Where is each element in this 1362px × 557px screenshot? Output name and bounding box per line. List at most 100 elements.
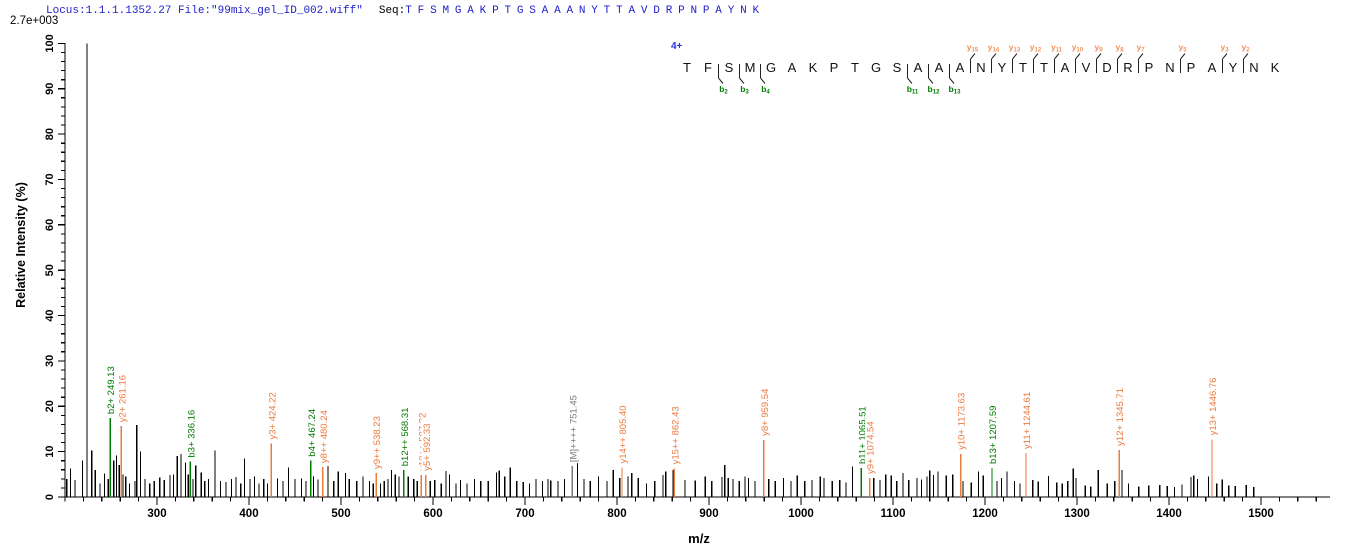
- peak-label-group: y10+ 1173.63: [956, 386, 968, 451]
- x-tick-label: 300: [147, 508, 166, 520]
- y-cleavage-diagonal: [1012, 53, 1018, 60]
- peak-label: y9++ 538.23: [372, 416, 383, 469]
- residue-letter: T: [1019, 60, 1027, 75]
- y-cleavage-diagonal: [1117, 53, 1123, 60]
- residue-letter: A: [935, 60, 944, 75]
- peak-label: y9+ 1074.54: [866, 421, 877, 474]
- seq-label: Seq:: [378, 5, 406, 17]
- residue-letter: S: [725, 60, 734, 75]
- x-tick-label: 400: [239, 508, 258, 520]
- y-tick-label: 0: [44, 494, 56, 500]
- peak-label: y10+ 1173.63: [957, 393, 968, 450]
- x-axis-title: m/z: [688, 531, 710, 546]
- residue-letter: T: [851, 60, 859, 75]
- unlabeled-peaks: [66, 43, 1255, 497]
- residue-letter: T: [683, 60, 691, 75]
- residue-letter: A: [956, 60, 965, 75]
- x-tick-label: 900: [699, 508, 718, 520]
- residue-letter: Y: [1229, 60, 1238, 75]
- peak-label: y3+ 424.22: [267, 392, 278, 439]
- b-ion-label: b3: [740, 84, 749, 96]
- peak-label: y14++ 805.40: [618, 405, 629, 463]
- residue-letter: D: [1102, 60, 1111, 75]
- header-line: Locus:1.1.1.1352.27 File:"99mix_gel_ID_0…: [46, 5, 765, 17]
- peak-label-backing: [116, 368, 128, 424]
- b-cleavage-diagonal: [907, 77, 913, 84]
- x-tick-label: 1300: [1064, 508, 1090, 520]
- residue-letter: F: [704, 60, 712, 75]
- peak-label-backing: [987, 400, 998, 465]
- peak-label: b3+ 336.16: [186, 410, 197, 458]
- y-axis-ticks: [58, 42, 65, 498]
- y-ion-label: y9: [1094, 42, 1103, 54]
- y-axis-tick-labels: 0 10 20 30 40 50 60 70 80 90 100: [44, 34, 56, 500]
- residue-letter: A: [1208, 60, 1217, 75]
- y-cleavage-diagonal: [1180, 53, 1186, 60]
- b-ion-label: b13: [949, 84, 962, 96]
- peak-label-group: y15++ 862.43: [669, 400, 681, 466]
- peak-label: y8+ 959.54: [760, 389, 771, 436]
- peak-label: y5+ 592.33: [422, 423, 433, 470]
- y-cleavage-diagonal: [991, 53, 997, 60]
- peak-label: y8++ 480.24: [319, 410, 330, 463]
- y-ion-label: y13: [1009, 42, 1021, 54]
- residue-letter: K: [809, 60, 818, 75]
- peak-label-group: b3+ 336.16: [185, 404, 197, 459]
- y-cleavage-diagonal: [1054, 53, 1060, 60]
- b-cleavage-diagonal: [718, 77, 724, 84]
- peak-label: b12++ 568.31: [400, 408, 411, 467]
- residue-letter: P: [1187, 60, 1196, 75]
- y-cleavage-diagonal: [1222, 53, 1228, 60]
- peak-label: y13+ 1446.76: [1208, 378, 1219, 436]
- peak-label-backing: [105, 360, 117, 416]
- locus-file-text: Locus:1.1.1.1352.27 File:"99mix_gel_ID_0…: [46, 5, 363, 17]
- peak-label: b13+ 1207.59: [988, 406, 999, 464]
- residue-letter: V: [1082, 60, 1091, 75]
- residue-letter: P: [1145, 60, 1154, 75]
- y-ion-label: y8: [1115, 42, 1124, 54]
- y-tick-label: 80: [44, 128, 56, 140]
- residue-letter: A: [1061, 60, 1070, 75]
- peak-label: b11+ 1065.51: [857, 406, 868, 464]
- x-tick-label: 1500: [1248, 508, 1274, 520]
- full-scale-intensity-label: 2.7e+003: [10, 15, 59, 27]
- peak-label: y12+ 1345.71: [1115, 388, 1126, 446]
- x-axis-tick-labels: 300 400 500 600 700 800 900 1000 1100 1200 1300 140…: [147, 508, 1273, 520]
- peak-label-backing: [1021, 385, 1033, 451]
- residue-letter: M: [745, 60, 756, 75]
- y-tick-label: 40: [44, 309, 56, 321]
- y-tick-label: 60: [44, 219, 56, 231]
- labeled-peaks: b2+ 249.13 y2+ 261.16 b3+ 336.16 y3+ 424.22…: [105, 360, 1219, 497]
- peak-label-backing: [617, 399, 628, 465]
- peak-label: b4+ 467.24: [307, 409, 318, 457]
- y-axis-title: Relative Intensity (%): [14, 182, 28, 308]
- peak-label-group: y5+ 592.33: [421, 417, 433, 472]
- residue-letter: K: [1271, 60, 1280, 75]
- peak-label-backing: [669, 400, 681, 466]
- peak-label-group: y9++ 538.23: [371, 410, 383, 470]
- x-tick-label: 800: [607, 508, 626, 520]
- peak-label-backing: [185, 404, 197, 459]
- residue-letter: N: [1165, 60, 1174, 75]
- peak-label: y2+ 261.16: [117, 375, 128, 422]
- residue-letter: T: [1040, 60, 1048, 75]
- peak-label-group: y14++ 805.40: [617, 399, 629, 465]
- y-tick-label: 70: [44, 173, 56, 185]
- y-cleavage-diagonal: [1138, 53, 1144, 60]
- sequence-text: TFSMGAKPTGSAAANYTTAVDRPNPAYNK: [405, 5, 765, 17]
- y-tick-label: 90: [44, 83, 56, 95]
- peak-label-group: y8+ 959.54: [759, 382, 771, 437]
- b-cleavage-diagonal: [928, 77, 934, 84]
- peak-label-group: [M]++++ 751.45: [567, 388, 579, 464]
- peak-label-backing: [371, 410, 383, 470]
- y-cleavage-diagonal: [1033, 53, 1039, 60]
- peak-label-backing: [1114, 382, 1126, 447]
- peak-label: [M]++++ 751.45: [568, 395, 579, 462]
- b-ion-label: b4: [761, 84, 770, 96]
- residue-letter: A: [914, 60, 923, 75]
- y-ion-label: y7: [1136, 42, 1145, 54]
